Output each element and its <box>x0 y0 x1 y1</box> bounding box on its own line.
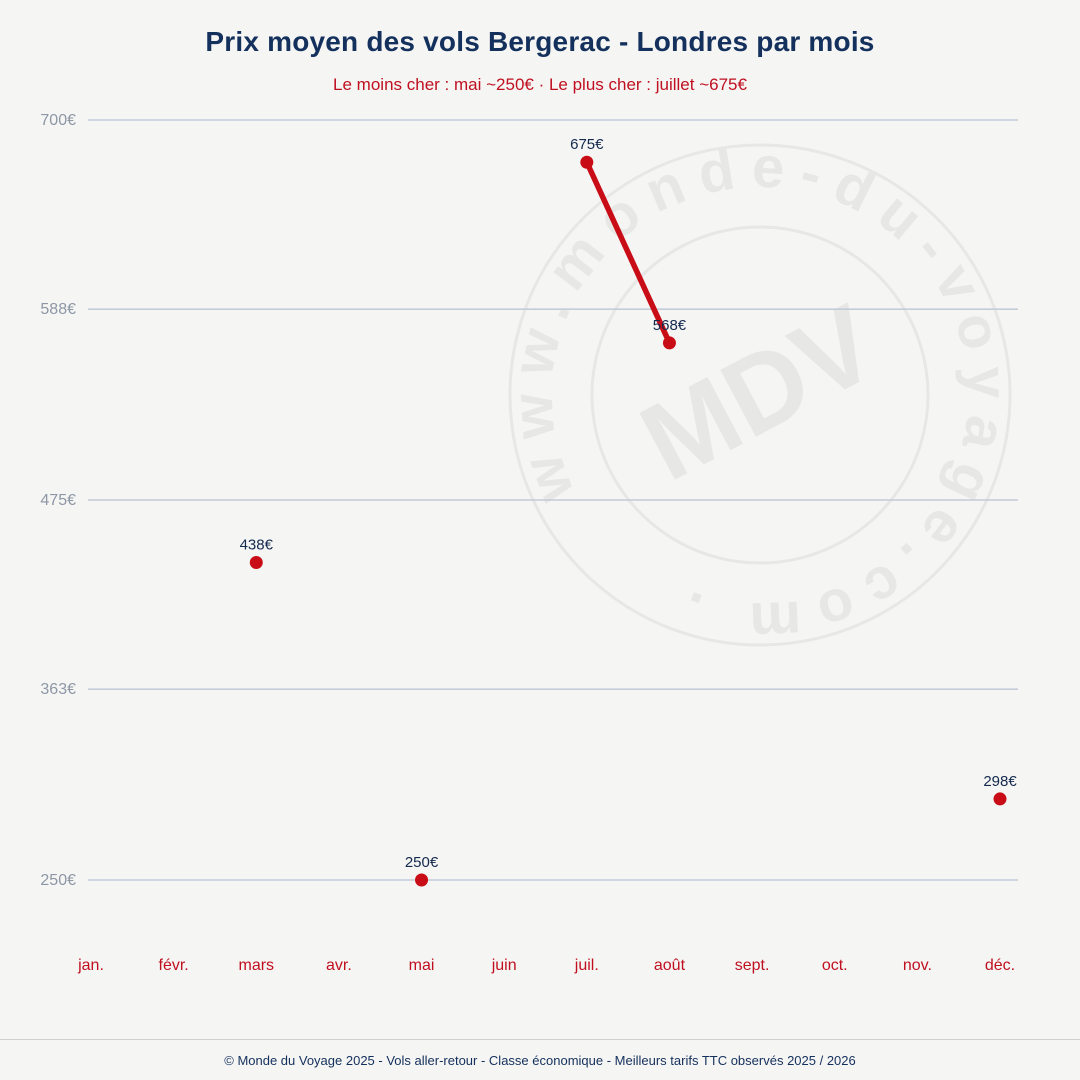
month-label: mai <box>409 957 435 974</box>
data-series: 438€ 250€ 675€ 568€ 298€ <box>240 136 1017 887</box>
month-label: nov. <box>903 957 932 974</box>
data-point[interactable] <box>662 336 676 350</box>
footer: © Monde du Voyage 2025 - Vols aller-reto… <box>0 1039 1080 1080</box>
month-label: juin <box>491 957 517 974</box>
data-point[interactable] <box>580 155 594 169</box>
y-tick-label: 588€ <box>40 301 76 318</box>
y-tick-label: 363€ <box>40 681 76 698</box>
month-label: juil. <box>574 957 599 974</box>
data-point[interactable] <box>249 555 263 569</box>
month-label: déc. <box>985 957 1015 974</box>
month-label: jan. <box>77 957 104 974</box>
price-chart: www.monde-du-voyage.com . MDV 700€ 588€ 47… <box>0 42 1080 1000</box>
data-point[interactable] <box>415 873 429 887</box>
data-point-label: 568€ <box>653 317 687 334</box>
month-label: sept. <box>735 957 770 974</box>
data-point-label: 675€ <box>570 136 604 153</box>
month-label: août <box>654 957 686 974</box>
y-tick-label: 250€ <box>40 872 76 889</box>
page-subtitle: Le moins cher : mai ~250€ · Le plus cher… <box>333 75 747 94</box>
y-axis-labels: 700€ 588€ 475€ 363€ 250€ <box>40 112 76 889</box>
data-point-label: 438€ <box>240 536 274 553</box>
watermark-outer-ring <box>508 143 1012 647</box>
watermark-center-text: MDV <box>622 281 896 504</box>
series-line-segment <box>584 159 673 346</box>
gridlines-layer <box>88 119 1018 881</box>
watermark-inner-ring <box>590 225 930 565</box>
data-point-label: 298€ <box>983 773 1017 790</box>
data-point[interactable] <box>993 792 1007 806</box>
y-tick-label: 700€ <box>40 112 76 129</box>
month-label: avr. <box>326 957 352 974</box>
month-label: mars <box>238 957 274 974</box>
month-label: oct. <box>822 957 848 974</box>
x-axis-labels: jan. févr. mars avr. mai juin juil. août sept. oc… <box>77 957 1015 974</box>
price-chart-svg: www.monde-du-voyage.com . MDV 700€ 588€ 47… <box>40 42 1080 974</box>
page-title: Prix moyen des vols Bergerac - Londres p… <box>205 26 875 57</box>
data-point-label: 250€ <box>405 854 439 871</box>
watermark: www.monde-du-voyage.com . MDV <box>406 42 1080 748</box>
month-label: févr. <box>159 957 189 974</box>
y-tick-label: 475€ <box>40 492 76 509</box>
footer-text: © Monde du Voyage 2025 - Vols aller-reto… <box>224 1052 856 1068</box>
